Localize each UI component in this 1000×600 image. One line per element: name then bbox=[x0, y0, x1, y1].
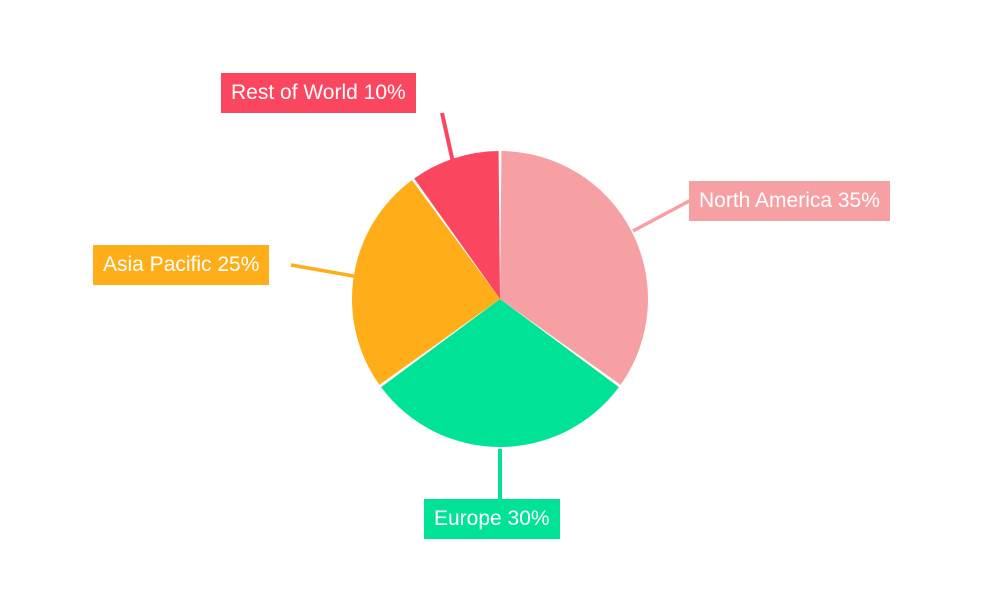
pie-slice-asia-pacific[interactable] bbox=[352, 180, 500, 385]
leader-line-asia-pacific bbox=[290, 263, 360, 279]
pie-slice-europe[interactable] bbox=[381, 299, 619, 447]
pie-label-europe-text: Europe 30% bbox=[434, 507, 550, 530]
pie-slice-north-america[interactable] bbox=[500, 151, 648, 385]
pie-label-north-america-text: North America 35% bbox=[699, 189, 880, 212]
pie-label-rest-of-world-text: Rest of World 10% bbox=[231, 81, 406, 104]
leader-line-north-america bbox=[632, 198, 692, 233]
pie-slices bbox=[352, 151, 648, 447]
pie-slice-rest-of-world[interactable] bbox=[414, 151, 500, 299]
pie-label-asia-pacific[interactable]: Asia Pacific 25% bbox=[93, 245, 270, 285]
pie-label-asia-pacific-text: Asia Pacific 25% bbox=[103, 253, 260, 276]
pie-label-north-america[interactable]: North America 35% bbox=[689, 181, 890, 221]
pie-label-rest-of-world[interactable]: Rest of World 10% bbox=[221, 73, 416, 113]
pie-label-europe[interactable]: Europe 30% bbox=[424, 499, 560, 539]
